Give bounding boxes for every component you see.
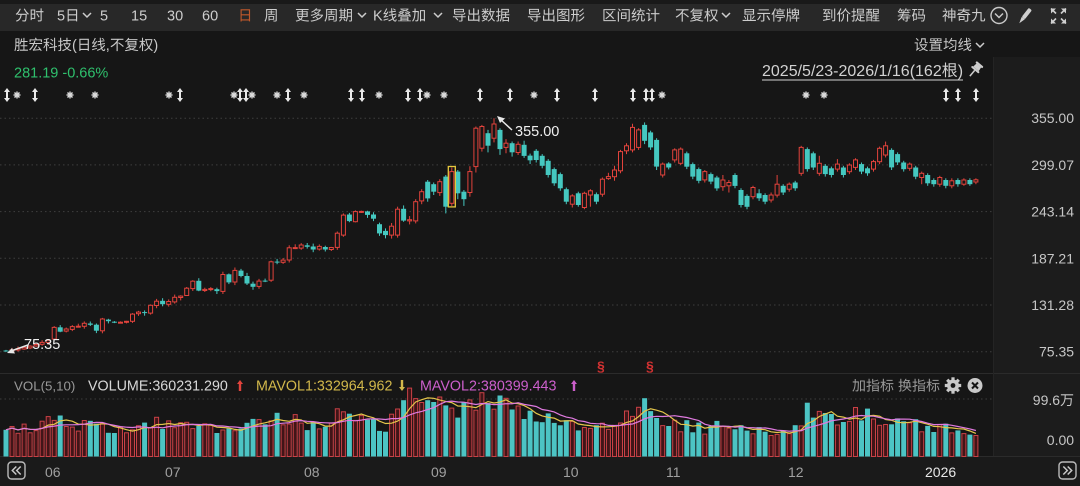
svg-text:): ) bbox=[958, 63, 963, 80]
svg-text:187.21: 187.21 bbox=[1031, 250, 1074, 266]
svg-text:281.19 -0.66%: 281.19 -0.66% bbox=[14, 66, 108, 82]
svg-text:99.6: 99.6 bbox=[1033, 392, 1060, 408]
svg-text:355.00: 355.00 bbox=[1031, 110, 1074, 126]
svg-text:VOL(5,10): VOL(5,10) bbox=[14, 379, 75, 394]
svg-text:,: , bbox=[106, 38, 110, 54]
svg-text:VOLUME:360231.290: VOLUME:360231.290 bbox=[88, 379, 228, 395]
svg-text:08: 08 bbox=[304, 464, 320, 480]
svg-text:2025/5/23-2026/1/16(162: 2025/5/23-2026/1/16(162 bbox=[762, 63, 942, 80]
svg-text:K: K bbox=[373, 9, 383, 25]
svg-text:30: 30 bbox=[167, 9, 183, 25]
svg-text:§: § bbox=[597, 358, 605, 374]
svg-text:09: 09 bbox=[431, 464, 447, 480]
svg-text:): ) bbox=[153, 38, 158, 54]
svg-text:12: 12 bbox=[788, 464, 804, 480]
svg-text:355.00: 355.00 bbox=[515, 124, 559, 140]
svg-text:75.35: 75.35 bbox=[1039, 344, 1074, 360]
svg-text:5: 5 bbox=[100, 9, 108, 25]
svg-text:07: 07 bbox=[165, 464, 181, 480]
svg-text:§: § bbox=[646, 358, 654, 374]
svg-text:10: 10 bbox=[563, 464, 579, 480]
svg-text:75.35: 75.35 bbox=[24, 337, 60, 353]
svg-text:15: 15 bbox=[131, 9, 147, 25]
svg-text:5: 5 bbox=[57, 9, 65, 25]
svg-text:11: 11 bbox=[666, 464, 681, 480]
svg-text:60: 60 bbox=[202, 9, 218, 25]
svg-text:243.14: 243.14 bbox=[1031, 204, 1074, 220]
svg-text:(: ( bbox=[72, 38, 77, 54]
svg-text:0.00: 0.00 bbox=[1047, 432, 1074, 448]
svg-text:MAVOL1:332964.962: MAVOL1:332964.962 bbox=[256, 379, 392, 395]
svg-text:131.28: 131.28 bbox=[1031, 297, 1074, 313]
svg-text:06: 06 bbox=[45, 464, 61, 480]
svg-text:299.07: 299.07 bbox=[1031, 157, 1074, 173]
svg-text:MAVOL2:380399.443: MAVOL2:380399.443 bbox=[420, 379, 556, 395]
svg-text:2026: 2026 bbox=[925, 464, 956, 480]
